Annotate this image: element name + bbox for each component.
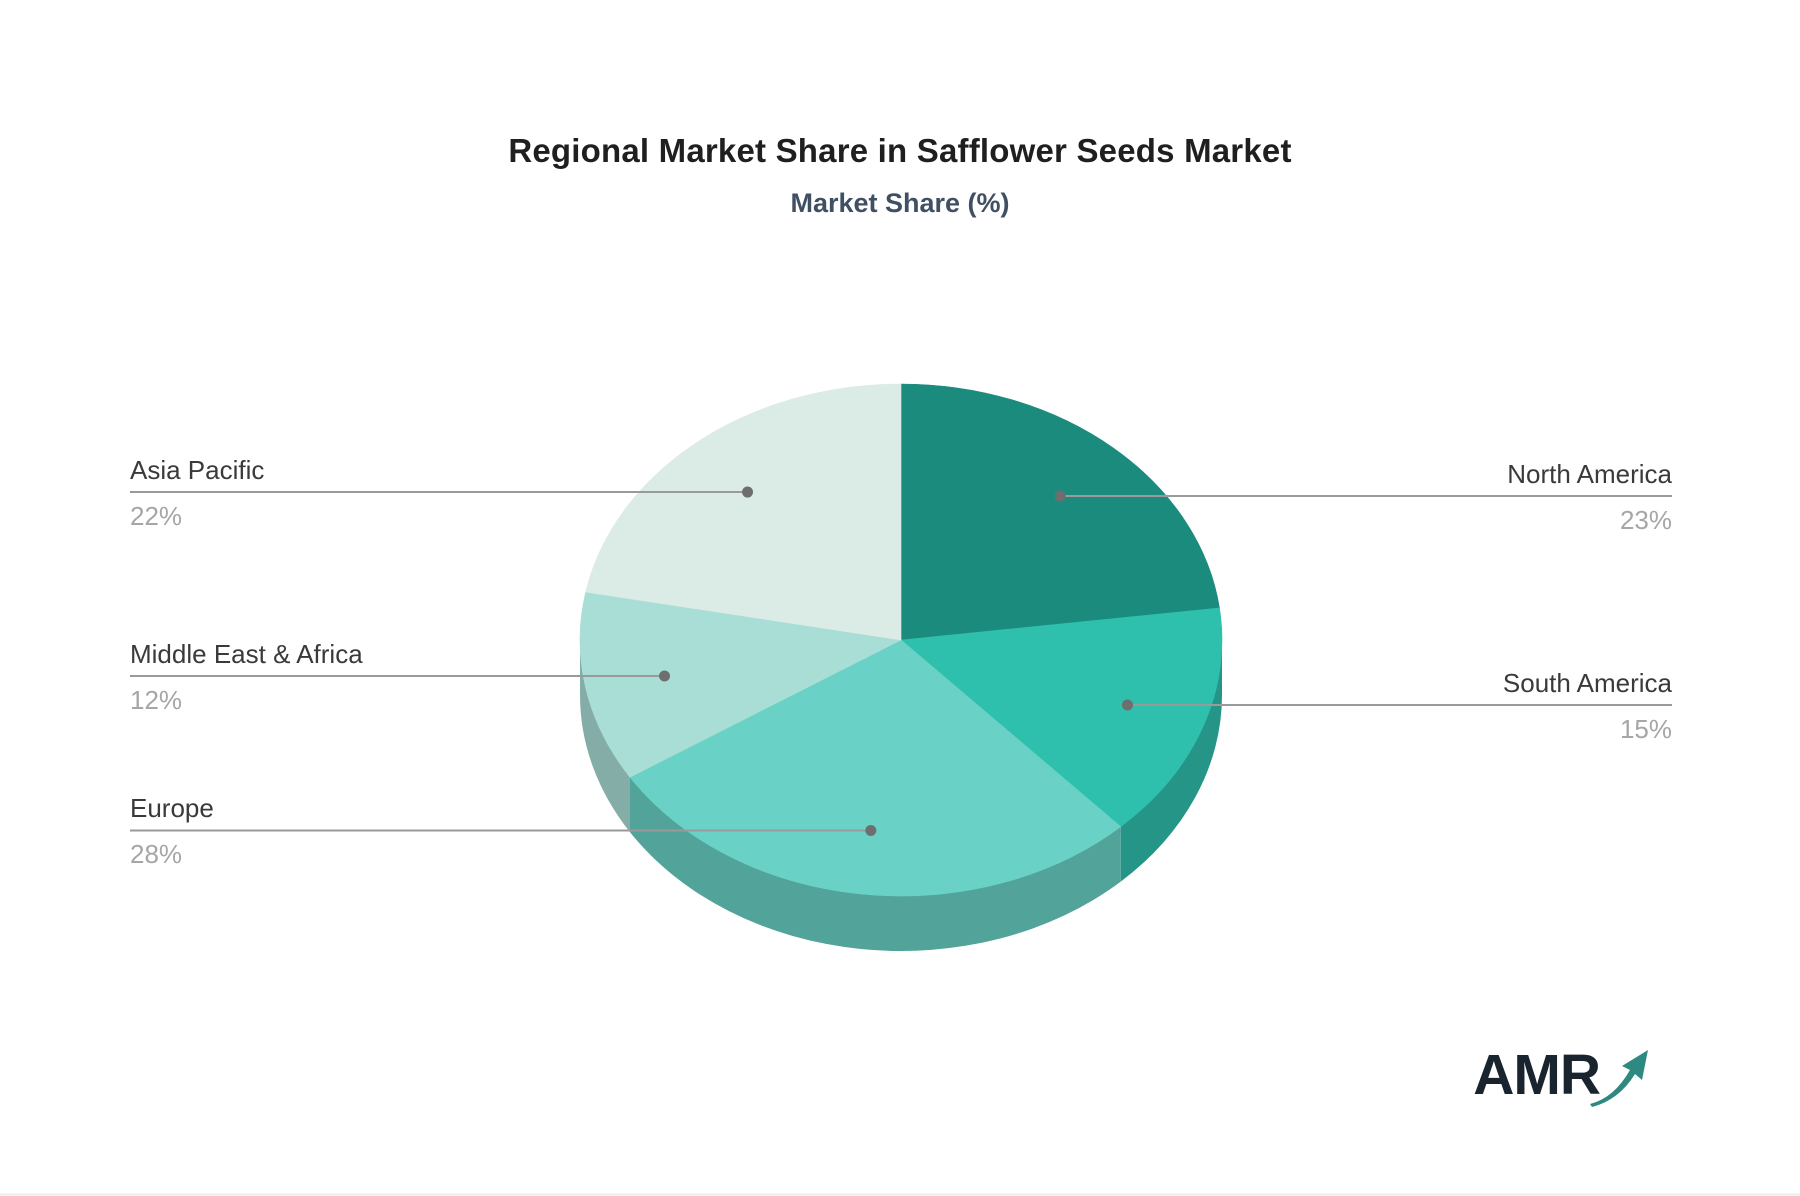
pie-slice-side-middle-east-africa bbox=[580, 640, 630, 833]
callout-label-north-america: North America bbox=[1507, 458, 1672, 489]
callout-label-asia-pacific: Asia Pacific bbox=[130, 455, 265, 486]
pie-slice-europe[interactable] bbox=[629, 639, 1122, 897]
brand-logo: AMR bbox=[1473, 1043, 1650, 1107]
pie-slice-middle-east-africa[interactable] bbox=[579, 591, 902, 778]
page-bottom-edge bbox=[0, 1193, 1800, 1196]
callout-value-asia-pacific: 22% bbox=[130, 501, 183, 532]
chart-subtitle: Market Share (%) bbox=[790, 188, 1010, 218]
callout-dot-europe bbox=[865, 824, 877, 836]
pie-slice-side-south-america bbox=[1120, 640, 1222, 882]
callout-value-europe: 28% bbox=[130, 839, 183, 870]
callout-value-north-america: 23% bbox=[1619, 504, 1672, 535]
pie-slice-side-europe bbox=[629, 777, 1121, 951]
chart-title: Regional Market Share in Safflower Seeds… bbox=[508, 132, 1292, 169]
callout-dot-middle-east-africa bbox=[659, 670, 671, 682]
callout-label-middle-east-africa: Middle East & Africa bbox=[130, 638, 363, 669]
callout-value-middle-east-africa: 12% bbox=[130, 684, 183, 715]
callout-value-south-america: 15% bbox=[1619, 714, 1672, 745]
pie-slice-north-america[interactable] bbox=[900, 383, 1220, 641]
callout-dot-north-america bbox=[1054, 490, 1066, 502]
callout-label-europe: Europe bbox=[130, 793, 214, 824]
callout-label-south-america: South America bbox=[1502, 668, 1672, 699]
pie-slice-south-america[interactable] bbox=[900, 607, 1223, 827]
callout-dot-asia-pacific bbox=[742, 486, 754, 498]
growth-arrow-icon bbox=[1590, 1050, 1648, 1107]
pie-slice-asia-pacific[interactable] bbox=[585, 383, 902, 641]
callout-dot-south-america bbox=[1122, 699, 1134, 711]
brand-logo-text: AMR bbox=[1473, 1043, 1601, 1107]
